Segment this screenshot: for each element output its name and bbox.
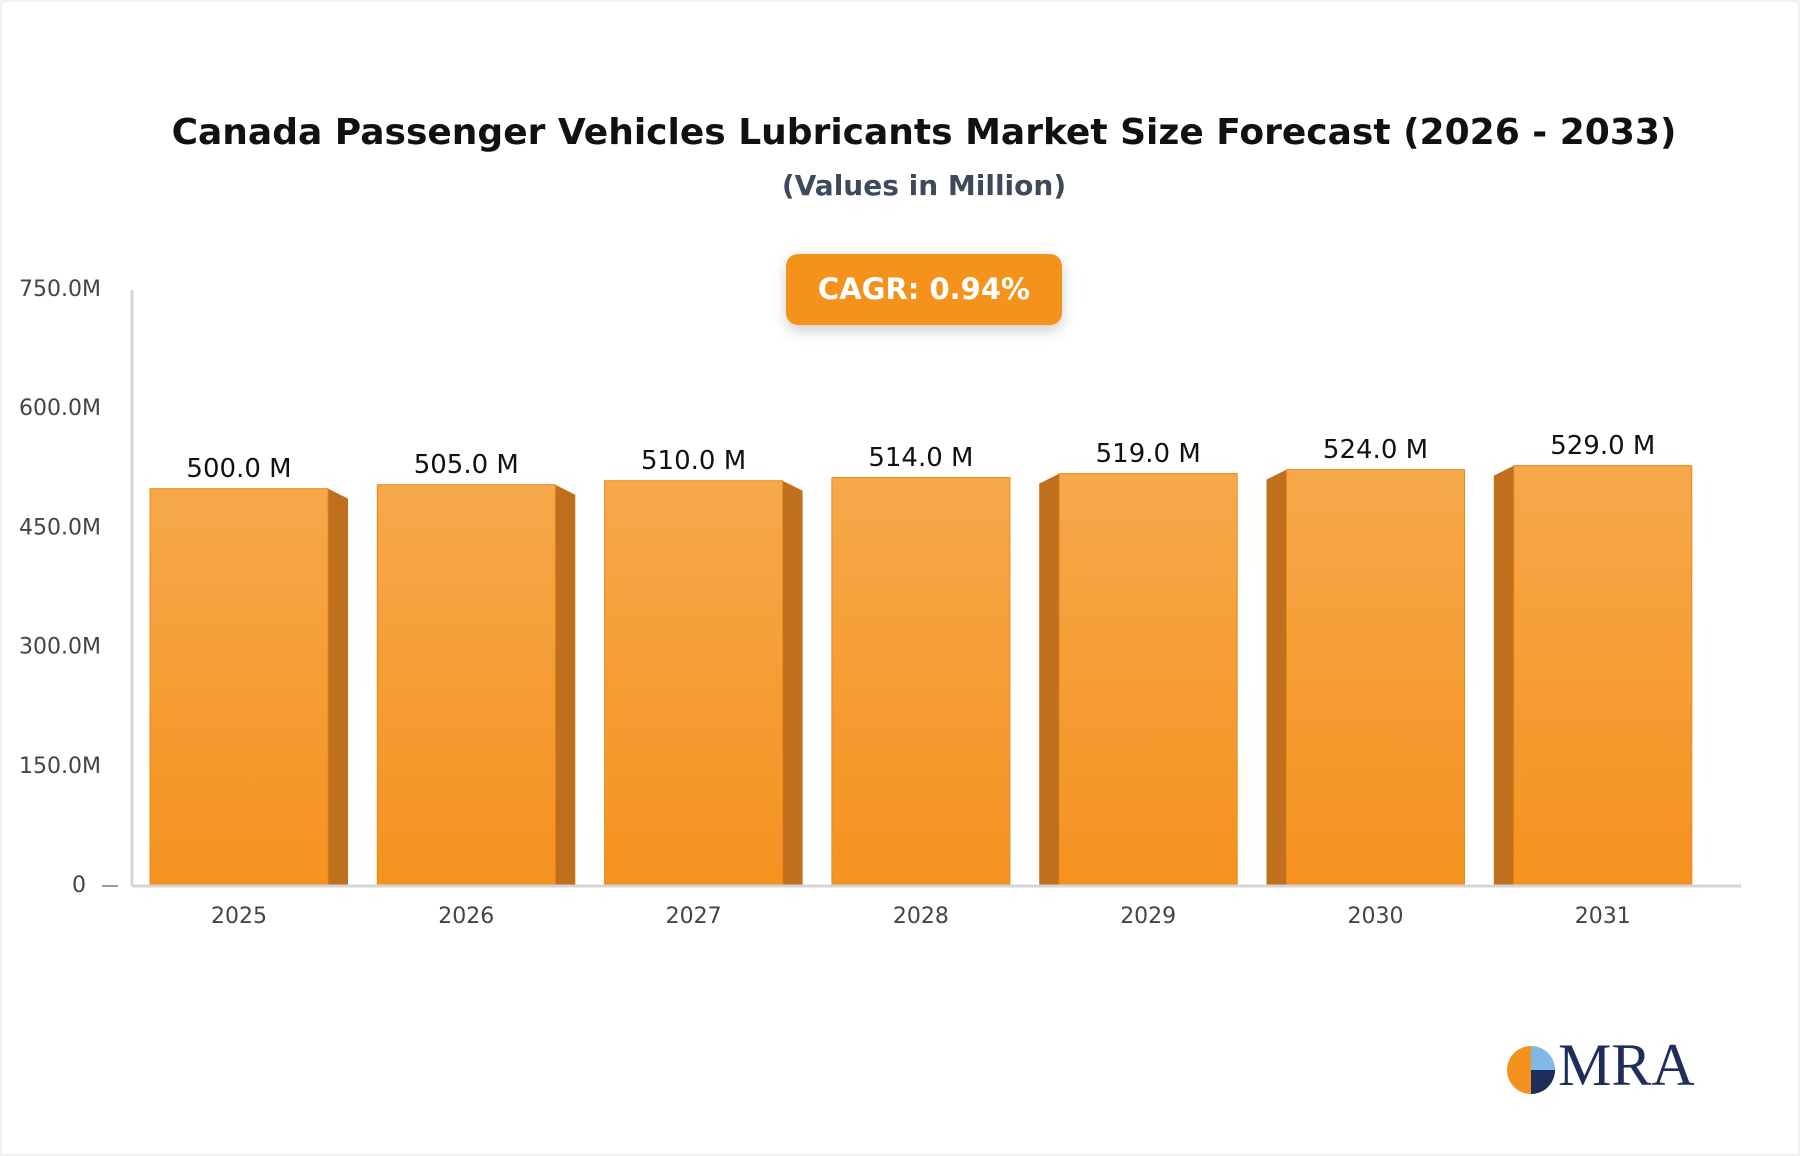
logo-text: MRA [1558, 1032, 1695, 1098]
value-label: 514.0 M [868, 443, 973, 473]
bar-side [782, 480, 803, 886]
y-tick-label: 600.0M [19, 396, 101, 421]
bar [831, 477, 1011, 887]
x-tick-label: 2026 [438, 904, 494, 929]
bar-side [1266, 469, 1287, 886]
value-label: 500.0 M [186, 454, 291, 484]
chart-subtitle: (Values in Million) [782, 169, 1066, 202]
bar [1058, 473, 1238, 887]
chart-title: Canada Passenger Vehicles Lubricants Mar… [172, 112, 1677, 153]
cagr-badge: CAGR: 0.94% [786, 254, 1062, 325]
value-label: 529.0 M [1550, 431, 1655, 461]
bar [1286, 469, 1465, 887]
x-tick-label: 2030 [1348, 904, 1404, 929]
y-tick-label: 450.0M [19, 515, 101, 540]
bar [604, 480, 784, 887]
y-tick-label: 300.0M [19, 635, 101, 660]
y-tick-label: 0 [72, 873, 86, 898]
bar [376, 484, 556, 887]
value-label: 524.0 M [1323, 435, 1428, 465]
value-label: 505.0 M [414, 450, 519, 480]
bar-side [1493, 465, 1514, 886]
logo: MRA [1507, 1032, 1695, 1098]
value-label: 519.0 M [1096, 439, 1201, 469]
value-label: 510.0 M [641, 446, 746, 476]
bar-side [1039, 473, 1060, 886]
x-tick-label: 2029 [1120, 904, 1176, 929]
bar-side [555, 484, 576, 886]
badge-text: CAGR: 0.94% [818, 272, 1030, 306]
x-tick-label: 2031 [1575, 904, 1631, 929]
bar-side [328, 488, 348, 886]
logo-slice [1531, 1046, 1555, 1070]
bar [1513, 465, 1693, 887]
x-tick-label: 2025 [211, 904, 267, 929]
badge-box [786, 254, 1062, 325]
logo-slice [1531, 1070, 1555, 1094]
x-tick-label: 2028 [893, 904, 949, 929]
bar [149, 488, 329, 887]
x-tick-label: 2027 [666, 904, 722, 929]
y-tick-label: 150.0M [19, 754, 101, 779]
y-tick-label: 750.0M [19, 277, 101, 302]
